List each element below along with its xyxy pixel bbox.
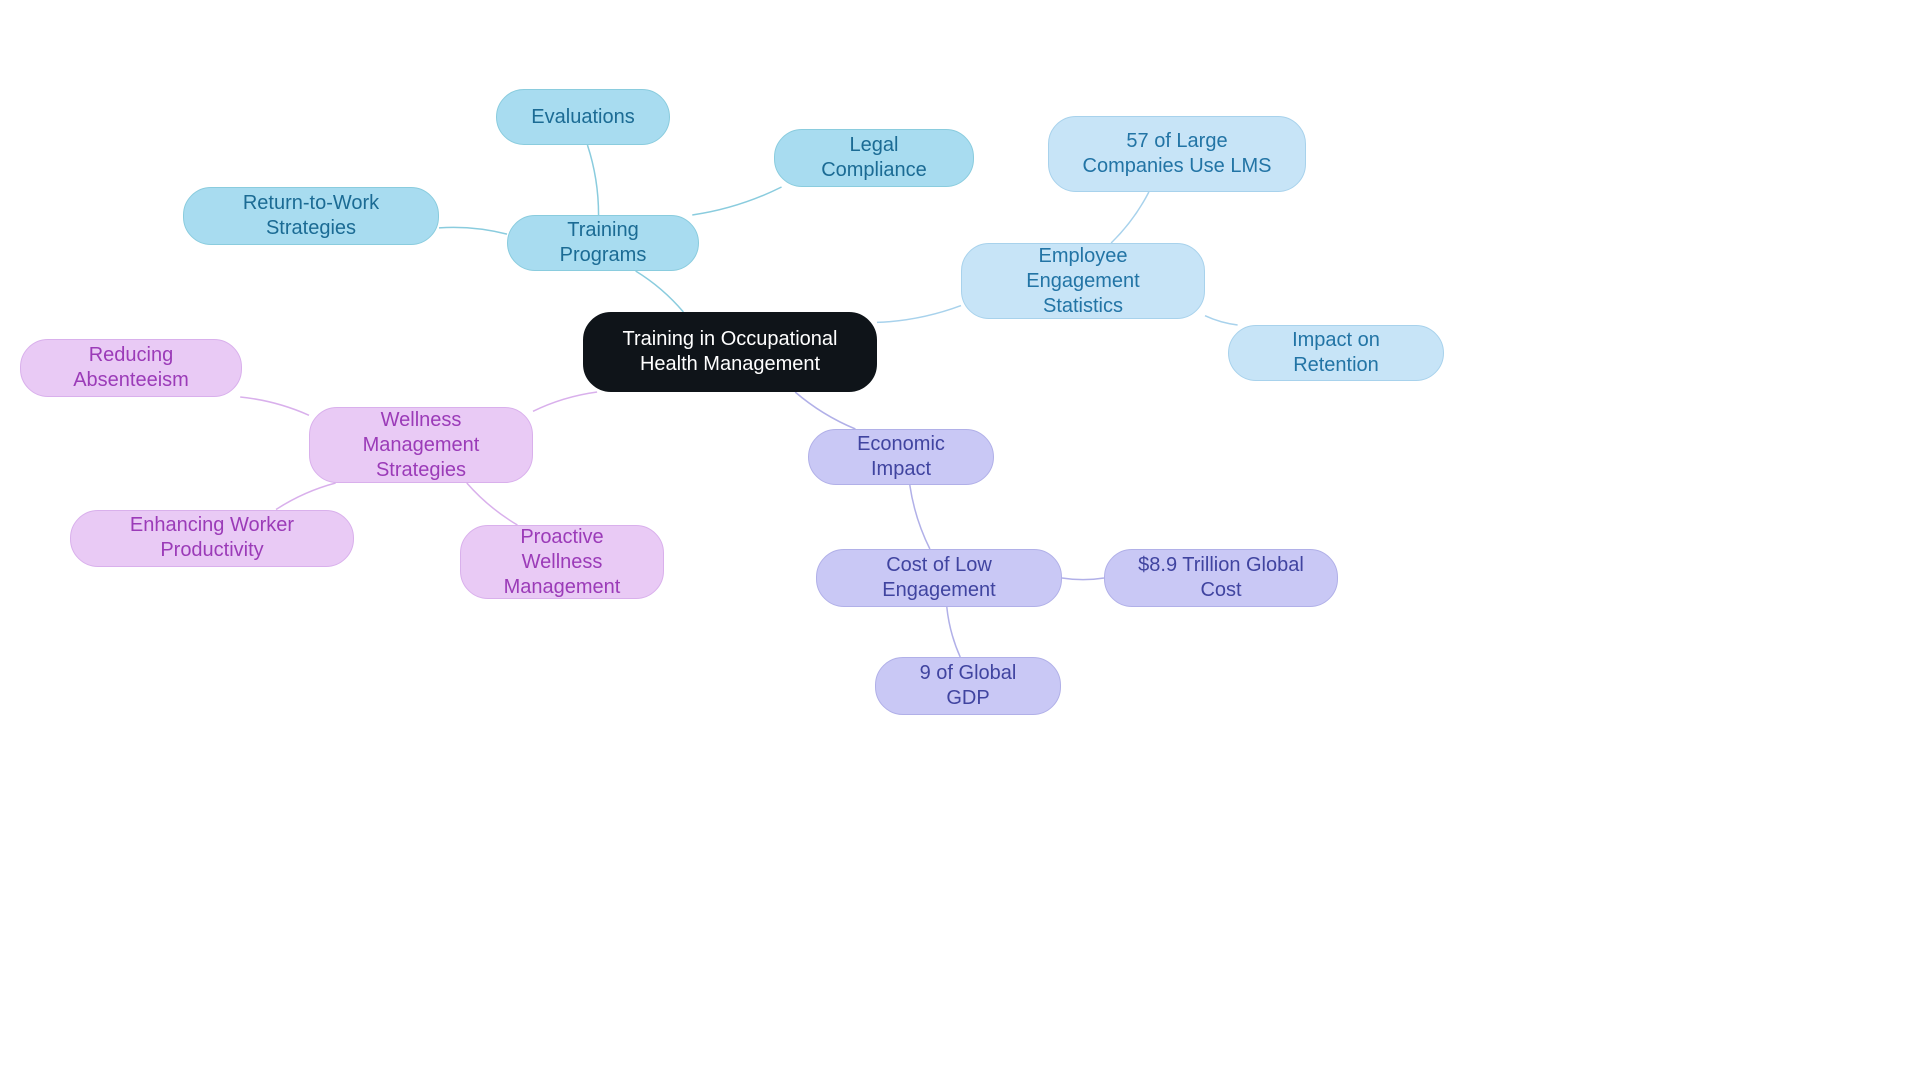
diagram-node: Impact on Retention	[1228, 325, 1444, 381]
diagram-edge	[947, 607, 960, 657]
diagram-node: Reducing Absenteeism	[20, 339, 242, 397]
diagram-edge	[439, 227, 507, 234]
diagram-edge	[877, 306, 961, 323]
diagram-edge	[533, 392, 597, 411]
diagram-node: Proactive Wellness Management	[460, 525, 664, 599]
diagram-node: Enhancing Worker Productivity	[70, 510, 354, 567]
diagram-node-label: $8.9 Trillion Global Cost	[1131, 553, 1311, 603]
diagram-node: Return-to-Work Strategies	[183, 187, 439, 245]
diagram-node-label: Enhancing Worker Productivity	[97, 513, 327, 563]
diagram-edge	[467, 483, 518, 525]
diagram-node: Legal Compliance	[774, 129, 974, 187]
diagram-node-label: Reducing Absenteeism	[47, 343, 215, 393]
diagram-node: Training in Occupational Health Manageme…	[583, 312, 877, 392]
diagram-node-label: Return-to-Work Strategies	[210, 191, 412, 241]
diagram-edge	[1205, 316, 1238, 325]
diagram-node: Wellness Management Strategies	[309, 407, 533, 483]
diagram-node: Training Programs	[507, 215, 699, 271]
diagram-node: Cost of Low Engagement	[816, 549, 1062, 607]
diagram-node-label: Evaluations	[531, 105, 634, 130]
diagram-node: Evaluations	[496, 89, 670, 145]
diagram-edge	[1062, 578, 1104, 580]
diagram-node-label: Impact on Retention	[1255, 328, 1417, 378]
diagram-node-label: 57 of Large Companies Use LMS	[1075, 129, 1279, 179]
diagram-node-label: Wellness Management Strategies	[336, 408, 506, 483]
diagram-node-label: Training in Occupational Health Manageme…	[610, 327, 850, 377]
diagram-edge	[910, 485, 930, 549]
diagram-node-label: Economic Impact	[835, 432, 967, 482]
diagram-node-label: 9 of Global GDP	[902, 661, 1034, 711]
diagram-node-label: Proactive Wellness Management	[487, 525, 637, 600]
diagram-node-label: Legal Compliance	[801, 133, 947, 183]
diagram-node-label: Cost of Low Engagement	[843, 553, 1035, 603]
diagram-node: $8.9 Trillion Global Cost	[1104, 549, 1338, 607]
diagram-node: Employee Engagement Statistics	[961, 243, 1205, 319]
diagram-edge	[636, 271, 684, 312]
diagram-edge	[795, 392, 855, 429]
diagram-node-label: Employee Engagement Statistics	[988, 244, 1178, 319]
diagram-edge	[276, 483, 336, 510]
diagram-edge	[240, 397, 309, 415]
diagram-node: Economic Impact	[808, 429, 994, 485]
diagram-node-label: Training Programs	[534, 218, 672, 268]
diagram-edge	[692, 187, 781, 215]
diagram-edge	[1111, 192, 1149, 243]
diagram-edge	[587, 145, 598, 215]
diagram-node: 57 of Large Companies Use LMS	[1048, 116, 1306, 192]
diagram-node: 9 of Global GDP	[875, 657, 1061, 715]
